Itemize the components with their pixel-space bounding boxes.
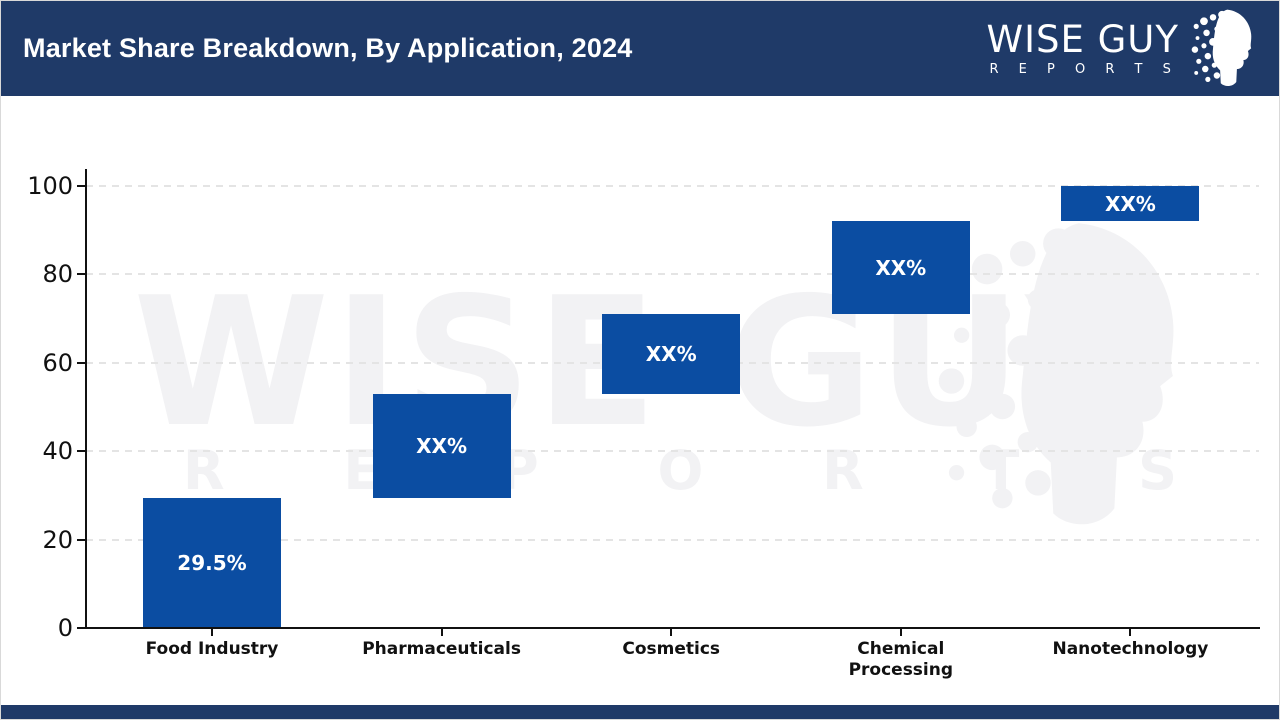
x-tick-mark-food-industry	[211, 629, 213, 636]
gridline-80	[86, 273, 1259, 276]
y-tick-label-20: 20	[42, 525, 73, 554]
bar-pharmaceuticals: XX%	[372, 393, 511, 498]
bar-value-label: XX%	[1104, 191, 1156, 216]
bar-nanotechnology: XX%	[1061, 186, 1200, 222]
chart-area: 29.5% XX% XX% XX% XX% 0 20 40 60 80 100 Food Indus…	[1, 96, 1279, 707]
y-tick-label-0: 0	[57, 614, 73, 642]
y-tick-mark-60	[77, 361, 85, 364]
y-tick-mark-20	[77, 538, 85, 541]
bar-food-industry: 29.5%	[143, 497, 281, 628]
y-tick-label-80: 80	[42, 260, 73, 289]
x-tick-mark-pharmaceuticals	[440, 629, 443, 636]
y-tick-mark-80	[77, 273, 85, 276]
x-tick-mark-cosmetics	[670, 629, 673, 636]
y-tick-label-60: 60	[42, 348, 73, 377]
y-axis-spine	[84, 169, 87, 629]
logo-name: WISE GUY	[986, 17, 1179, 61]
x-tick-mark-nanotechnology	[1129, 629, 1132, 636]
header-bar: Market Share Breakdown, By Application, …	[1, 1, 1279, 96]
y-tick-label-40: 40	[42, 437, 73, 466]
x-category-label-food-industry: Food Industry	[145, 639, 279, 659]
y-tick-mark-40	[77, 450, 85, 453]
x-tick-mark-chemical-processing	[899, 629, 902, 636]
logo-dotted-head-icon	[1191, 9, 1252, 86]
x-category-label-cosmetics: Cosmetics	[622, 639, 721, 659]
x-category-label-pharmaceuticals: Pharmaceuticals	[362, 639, 521, 659]
bar-value-label: XX%	[645, 341, 697, 366]
bar-value-label: XX%	[875, 255, 927, 280]
x-category-label-nanotechnology: Nanotechnology	[1052, 639, 1209, 659]
wise-guy-reports-logo: WISE GUY R E P O R T S	[987, 7, 1279, 91]
gridline-100	[86, 185, 1259, 187]
footer-bar	[1, 705, 1279, 719]
watermark-text-line2: R E P O R T S	[183, 439, 1228, 502]
bar-cosmetics: XX%	[602, 314, 741, 394]
y-tick-mark-0	[77, 627, 85, 629]
x-axis-spine	[84, 627, 1260, 629]
gridline-40	[86, 450, 1259, 453]
logo-tagline: R E P O R T S	[989, 61, 1179, 77]
logo-text: WISE GUY R E P O R T S	[987, 21, 1179, 77]
bar-chemical-processing: XX%	[831, 221, 970, 315]
y-tick-mark-100	[77, 185, 85, 187]
y-tick-label-100: 100	[27, 172, 73, 200]
bar-value-label: 29.5%	[177, 550, 247, 575]
gridline-20	[86, 538, 1259, 541]
x-category-label-chemical-processing: Chemical Processing	[848, 639, 954, 681]
bar-value-label: XX%	[416, 433, 468, 458]
chart-title: Market Share Breakdown, By Application, …	[23, 33, 633, 63]
plot-area: 29.5% XX% XX% XX% XX%	[86, 151, 1259, 628]
